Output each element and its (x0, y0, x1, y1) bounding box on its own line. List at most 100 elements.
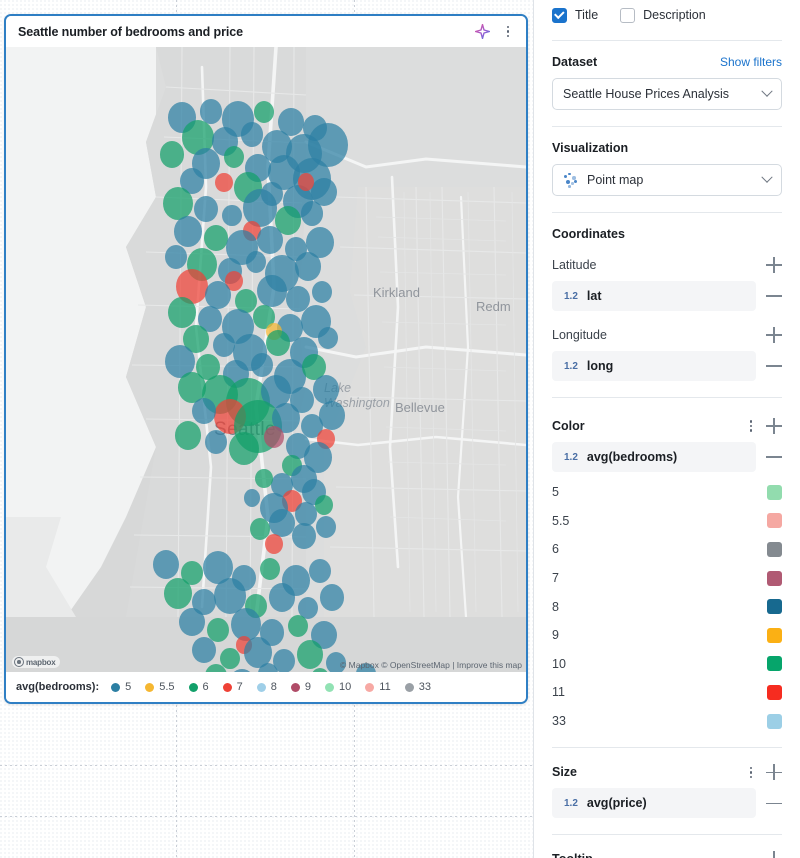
map-bubble[interactable] (319, 401, 345, 430)
map-bubble[interactable] (250, 518, 270, 541)
color-swatch[interactable] (767, 684, 782, 700)
map-bubble[interactable] (214, 578, 247, 614)
kebab-menu-icon[interactable] (498, 22, 518, 42)
map-bubble[interactable] (260, 557, 280, 580)
map-bubble[interactable] (257, 274, 288, 308)
map-bubble[interactable] (165, 245, 187, 270)
map-bubble[interactable] (258, 662, 278, 672)
map-bubble[interactable] (204, 224, 228, 251)
add-size-icon[interactable] (766, 764, 782, 781)
map-bubble[interactable] (207, 618, 229, 643)
visualization-select[interactable]: Point map (552, 164, 782, 196)
dataset-select[interactable]: Seattle House Prices Analysis (552, 78, 782, 110)
map-attribution[interactable]: © Mapbox © OpenStreetMap | Improve this … (340, 660, 522, 670)
legend-item[interactable]: 5.5 (145, 681, 175, 693)
map-bubble[interactable] (266, 329, 290, 357)
map-bubble[interactable] (269, 583, 295, 612)
map-bubble[interactable] (229, 668, 255, 672)
map-bubble[interactable] (220, 647, 240, 670)
map-bubble[interactable] (163, 186, 194, 220)
map-bubble[interactable] (253, 304, 275, 329)
map-bubble[interactable] (251, 352, 273, 377)
show-filters-link[interactable]: Show filters (719, 55, 782, 69)
map-bubble[interactable] (318, 327, 338, 350)
mapbox-logo[interactable]: mapbox (12, 656, 61, 668)
map-bubble[interactable] (215, 172, 233, 193)
map-bubble[interactable] (229, 432, 260, 466)
add-longitude-icon[interactable] (766, 327, 782, 343)
map-bubble[interactable] (243, 189, 278, 227)
color-swatch[interactable] (767, 599, 782, 615)
map-bubble[interactable] (178, 371, 206, 403)
sparkle-icon[interactable] (472, 22, 492, 42)
map-bubble[interactable] (235, 289, 257, 314)
color-field-pill[interactable]: 1.2 avg(bedrooms) (552, 442, 756, 472)
map-bubble[interactable] (311, 177, 337, 207)
map-bubble[interactable] (264, 426, 284, 448)
map-bubble[interactable] (213, 333, 235, 358)
legend-item[interactable]: 6 (188, 681, 209, 693)
color-swatch[interactable] (767, 713, 782, 729)
map-data-points[interactable] (6, 47, 526, 672)
map-bubble[interactable] (297, 640, 323, 669)
size-field-pill[interactable]: 1.2 avg(price) (552, 788, 756, 819)
map-bubble[interactable] (273, 648, 295, 672)
map-bubble[interactable] (205, 280, 231, 310)
map-bubble[interactable] (309, 558, 331, 583)
map-bubble[interactable] (295, 501, 317, 526)
map-bubble[interactable] (164, 578, 192, 609)
legend-item[interactable]: 9 (290, 681, 311, 693)
map-bubble[interactable] (316, 515, 336, 538)
legend-item[interactable]: 10 (325, 681, 351, 693)
map-bubble[interactable] (301, 414, 323, 439)
remove-longitude-icon[interactable] (766, 358, 782, 374)
map-bubble[interactable] (265, 534, 283, 555)
color-swatch[interactable] (767, 541, 782, 557)
legend-item[interactable]: 11 (365, 681, 391, 693)
color-swatch[interactable] (767, 627, 782, 643)
color-swatch[interactable] (767, 656, 782, 672)
map-bubble[interactable] (224, 146, 244, 169)
map-bubble[interactable] (203, 550, 234, 584)
size-options-icon[interactable] (749, 766, 752, 779)
remove-latitude-icon[interactable] (766, 288, 782, 304)
map-bubble[interactable] (174, 216, 202, 247)
map-bubble[interactable] (205, 429, 227, 454)
title-checkbox[interactable] (552, 7, 567, 23)
map-bubble[interactable] (312, 281, 332, 304)
color-swatch[interactable] (767, 570, 782, 586)
map-bubble[interactable] (192, 397, 216, 425)
longitude-field-pill[interactable]: 1.2 long (552, 351, 756, 381)
add-tooltip-icon[interactable] (766, 851, 782, 858)
map-bubble[interactable] (301, 201, 323, 226)
map-bubble[interactable] (244, 489, 260, 507)
map-bubble[interactable] (244, 637, 272, 668)
map-bubble[interactable] (179, 607, 205, 636)
description-checkbox[interactable] (620, 7, 636, 23)
color-swatch[interactable] (767, 513, 782, 529)
latitude-field-pill[interactable]: 1.2 lat (552, 281, 756, 311)
map-bubble[interactable] (356, 662, 376, 672)
add-latitude-icon[interactable] (766, 257, 782, 273)
map-bubble[interactable] (160, 141, 184, 168)
add-color-icon[interactable] (766, 418, 782, 434)
viz-card[interactable]: Seattle number of bedrooms and price (4, 14, 528, 704)
map-bubble[interactable] (200, 99, 222, 124)
map-bubble[interactable] (246, 250, 266, 273)
map-bubble[interactable] (205, 664, 227, 672)
map-bubble[interactable] (315, 494, 333, 515)
map-bubble[interactable] (168, 297, 196, 329)
map-bubble[interactable] (292, 522, 316, 550)
map-bubble[interactable] (241, 122, 263, 147)
remove-color-icon[interactable] (766, 449, 782, 465)
legend-item[interactable]: 7 (222, 681, 243, 693)
map-bubble[interactable] (311, 668, 329, 672)
map-bubble[interactable] (288, 614, 308, 637)
legend-item[interactable]: 5 (111, 681, 131, 693)
map-bubble[interactable] (298, 597, 318, 620)
map-bubble[interactable] (222, 204, 242, 227)
map-bubble[interactable] (295, 252, 321, 281)
point-map[interactable]: Kirkland Redm Bellevue Seattle Lake Wash… (6, 47, 526, 672)
map-bubble[interactable] (194, 196, 218, 223)
map-bubble[interactable] (269, 508, 295, 538)
